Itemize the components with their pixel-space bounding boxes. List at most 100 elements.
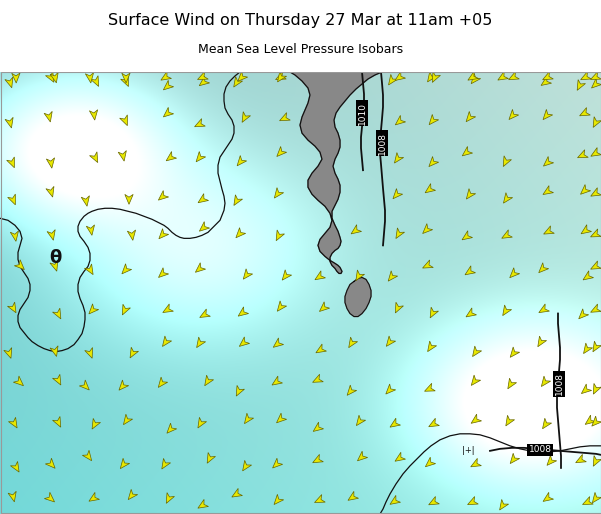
Polygon shape [158, 377, 168, 388]
Polygon shape [128, 489, 138, 500]
Polygon shape [166, 492, 174, 503]
Polygon shape [125, 194, 133, 205]
Polygon shape [394, 153, 404, 163]
Polygon shape [90, 152, 98, 162]
Polygon shape [592, 416, 601, 426]
Polygon shape [79, 380, 90, 390]
Polygon shape [4, 347, 11, 358]
Polygon shape [163, 80, 174, 90]
Polygon shape [538, 263, 549, 273]
Polygon shape [581, 225, 591, 234]
Polygon shape [161, 71, 171, 80]
Polygon shape [502, 305, 511, 316]
Polygon shape [543, 418, 552, 429]
Polygon shape [127, 230, 136, 241]
Polygon shape [585, 415, 596, 425]
Polygon shape [234, 195, 243, 206]
Polygon shape [243, 461, 252, 471]
Polygon shape [395, 115, 406, 125]
Polygon shape [538, 336, 546, 347]
Polygon shape [429, 156, 439, 167]
Polygon shape [50, 346, 58, 357]
Polygon shape [130, 347, 138, 358]
Polygon shape [427, 71, 437, 82]
Polygon shape [502, 230, 513, 238]
Polygon shape [313, 454, 323, 463]
Polygon shape [423, 224, 433, 233]
Polygon shape [544, 226, 554, 234]
Polygon shape [543, 186, 554, 194]
Polygon shape [510, 268, 520, 278]
Polygon shape [52, 308, 61, 319]
Polygon shape [593, 455, 601, 466]
Polygon shape [504, 193, 513, 203]
Polygon shape [466, 189, 475, 199]
Polygon shape [200, 222, 210, 231]
Polygon shape [200, 309, 210, 318]
Polygon shape [121, 76, 129, 86]
Polygon shape [347, 385, 356, 395]
Polygon shape [167, 423, 177, 433]
Text: 1008: 1008 [377, 132, 386, 155]
Polygon shape [159, 191, 169, 200]
Polygon shape [424, 383, 435, 391]
Polygon shape [236, 386, 245, 396]
Polygon shape [395, 452, 406, 461]
Polygon shape [82, 450, 91, 461]
Polygon shape [8, 491, 16, 502]
Polygon shape [10, 462, 19, 472]
Polygon shape [89, 492, 100, 501]
Polygon shape [50, 72, 58, 83]
Polygon shape [462, 231, 472, 240]
Polygon shape [386, 336, 395, 346]
Polygon shape [314, 494, 325, 503]
Polygon shape [242, 112, 251, 122]
Polygon shape [471, 375, 481, 386]
Polygon shape [47, 230, 55, 240]
Polygon shape [122, 264, 132, 274]
Polygon shape [591, 304, 601, 313]
Polygon shape [582, 497, 593, 505]
Polygon shape [196, 152, 206, 162]
Polygon shape [272, 376, 282, 385]
Polygon shape [238, 307, 249, 316]
Polygon shape [162, 458, 171, 469]
Polygon shape [163, 304, 174, 313]
Polygon shape [543, 492, 554, 502]
Polygon shape [390, 495, 400, 504]
Polygon shape [541, 77, 552, 85]
Polygon shape [163, 107, 174, 117]
Polygon shape [581, 185, 591, 194]
Polygon shape [471, 458, 481, 467]
Polygon shape [279, 113, 290, 121]
Polygon shape [123, 414, 133, 425]
Polygon shape [578, 150, 588, 158]
Polygon shape [510, 347, 520, 357]
Polygon shape [356, 415, 365, 426]
Polygon shape [44, 112, 52, 122]
Polygon shape [351, 225, 362, 234]
Polygon shape [243, 269, 252, 279]
Polygon shape [396, 228, 404, 238]
Polygon shape [276, 230, 284, 241]
Text: Surface Wind on Thursday 27 Mar at 11am +05: Surface Wind on Thursday 27 Mar at 11am … [108, 13, 493, 28]
Polygon shape [543, 71, 554, 80]
Polygon shape [232, 488, 242, 497]
Polygon shape [198, 500, 209, 508]
Polygon shape [593, 383, 601, 394]
Polygon shape [159, 229, 169, 239]
Polygon shape [236, 228, 246, 238]
Polygon shape [234, 77, 243, 87]
Polygon shape [277, 146, 287, 156]
Polygon shape [581, 71, 591, 80]
Polygon shape [358, 451, 368, 461]
Polygon shape [282, 270, 291, 280]
Polygon shape [120, 115, 127, 125]
Polygon shape [195, 119, 206, 127]
Polygon shape [584, 343, 593, 354]
Polygon shape [207, 452, 216, 463]
Polygon shape [50, 261, 58, 271]
Polygon shape [123, 304, 130, 315]
Polygon shape [118, 151, 126, 161]
Polygon shape [429, 418, 439, 427]
